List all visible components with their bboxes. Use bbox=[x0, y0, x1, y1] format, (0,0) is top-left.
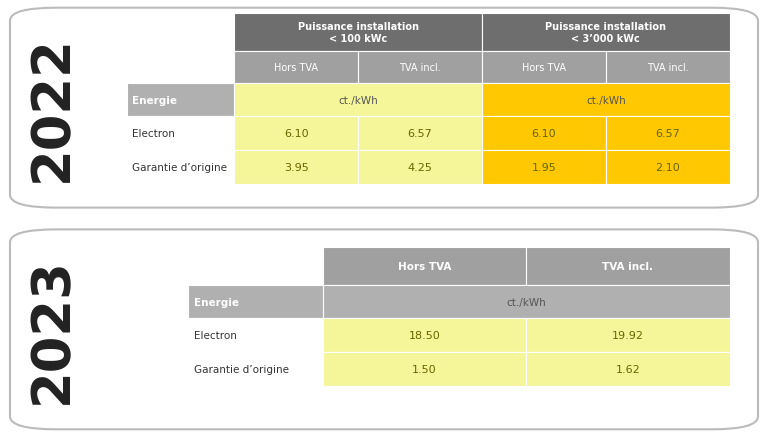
Text: Electron: Electron bbox=[194, 331, 237, 341]
Text: 1.62: 1.62 bbox=[615, 364, 641, 374]
Text: Puissance installation
< 100 kWc: Puissance installation < 100 kWc bbox=[297, 22, 419, 44]
Bar bbox=[234, 151, 358, 184]
Text: 2022: 2022 bbox=[26, 35, 78, 182]
Bar bbox=[127, 84, 234, 117]
Text: 18.50: 18.50 bbox=[409, 331, 440, 341]
Text: 3.95: 3.95 bbox=[284, 162, 309, 173]
Text: 1.50: 1.50 bbox=[412, 364, 437, 374]
Text: ct./kWh: ct./kWh bbox=[338, 95, 378, 105]
Bar bbox=[234, 84, 482, 117]
Bar bbox=[323, 285, 730, 319]
Bar bbox=[606, 151, 730, 184]
Text: 2.10: 2.10 bbox=[655, 162, 680, 173]
Text: Electron: Electron bbox=[132, 129, 175, 139]
Text: TVA incl.: TVA incl. bbox=[602, 261, 654, 271]
Bar bbox=[188, 352, 323, 386]
Bar bbox=[526, 352, 730, 386]
Bar bbox=[482, 52, 606, 84]
Bar bbox=[323, 247, 526, 285]
Text: Energie: Energie bbox=[194, 297, 239, 307]
Text: TVA incl.: TVA incl. bbox=[647, 63, 689, 73]
Text: Hors TVA: Hors TVA bbox=[274, 63, 318, 73]
Text: Hors TVA: Hors TVA bbox=[398, 261, 451, 271]
Bar bbox=[482, 151, 606, 184]
Bar bbox=[482, 117, 606, 151]
Bar bbox=[323, 319, 526, 352]
Bar bbox=[526, 247, 730, 285]
Bar bbox=[234, 117, 358, 151]
Bar bbox=[606, 52, 730, 84]
Bar bbox=[234, 52, 358, 84]
FancyBboxPatch shape bbox=[10, 230, 758, 429]
Text: 6.57: 6.57 bbox=[655, 129, 680, 139]
Bar bbox=[482, 14, 730, 52]
Bar bbox=[188, 319, 323, 352]
Text: 6.10: 6.10 bbox=[531, 129, 556, 139]
Text: TVA incl.: TVA incl. bbox=[399, 63, 441, 73]
Bar bbox=[188, 285, 323, 319]
Text: ct./kWh: ct./kWh bbox=[506, 297, 546, 307]
Bar bbox=[606, 117, 730, 151]
Bar bbox=[482, 84, 730, 117]
Text: Energie: Energie bbox=[132, 95, 177, 105]
Text: Puissance installation
< 3’000 kWc: Puissance installation < 3’000 kWc bbox=[545, 22, 667, 44]
Bar bbox=[358, 52, 482, 84]
Bar bbox=[358, 151, 482, 184]
Text: 2023: 2023 bbox=[26, 256, 78, 403]
Text: 4.25: 4.25 bbox=[408, 162, 432, 173]
Text: 1.95: 1.95 bbox=[531, 162, 556, 173]
Text: 6.57: 6.57 bbox=[408, 129, 432, 139]
Bar bbox=[358, 117, 482, 151]
Bar bbox=[234, 14, 482, 52]
Text: 19.92: 19.92 bbox=[612, 331, 644, 341]
Text: Garantie d’origine: Garantie d’origine bbox=[132, 162, 227, 173]
Text: Hors TVA: Hors TVA bbox=[521, 63, 566, 73]
Bar bbox=[323, 352, 526, 386]
Text: Garantie d’origine: Garantie d’origine bbox=[194, 364, 289, 374]
Bar bbox=[127, 151, 234, 184]
FancyBboxPatch shape bbox=[10, 9, 758, 208]
Text: 6.10: 6.10 bbox=[284, 129, 309, 139]
Bar bbox=[526, 319, 730, 352]
Bar bbox=[127, 117, 234, 151]
Text: ct./kWh: ct./kWh bbox=[586, 95, 626, 105]
